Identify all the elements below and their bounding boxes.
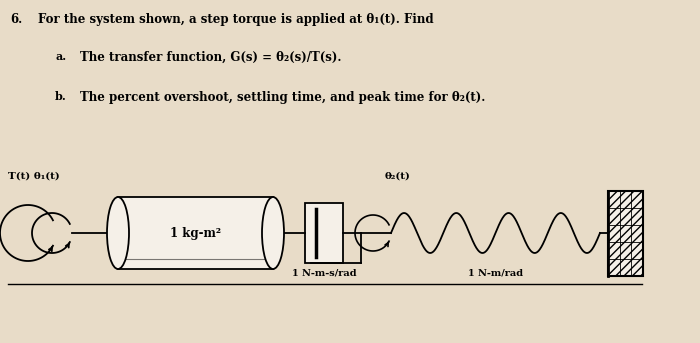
Text: The transfer function, G(s) = θ₂(s)/T(s).: The transfer function, G(s) = θ₂(s)/T(s)… <box>80 51 342 64</box>
Text: 1 kg-m²: 1 kg-m² <box>170 226 221 239</box>
Text: T(t) θ₁(t): T(t) θ₁(t) <box>8 172 60 181</box>
Text: b.: b. <box>55 91 66 102</box>
Text: For the system shown, a step torque is applied at θ₁(t). Find: For the system shown, a step torque is a… <box>38 13 433 26</box>
Bar <box>608 190 643 275</box>
Text: a.: a. <box>55 51 66 62</box>
Text: 1 N-m/rad: 1 N-m/rad <box>468 268 523 277</box>
Bar <box>118 197 273 269</box>
Text: The percent overshoot, settling time, and peak time for θ₂(t).: The percent overshoot, settling time, an… <box>80 91 485 104</box>
Text: 1 N-m-s/rad: 1 N-m-s/rad <box>292 269 356 278</box>
Text: 6.: 6. <box>10 13 22 26</box>
Text: θ₂(t): θ₂(t) <box>385 172 411 181</box>
Ellipse shape <box>262 197 284 269</box>
Ellipse shape <box>107 197 129 269</box>
Bar <box>305 203 343 263</box>
